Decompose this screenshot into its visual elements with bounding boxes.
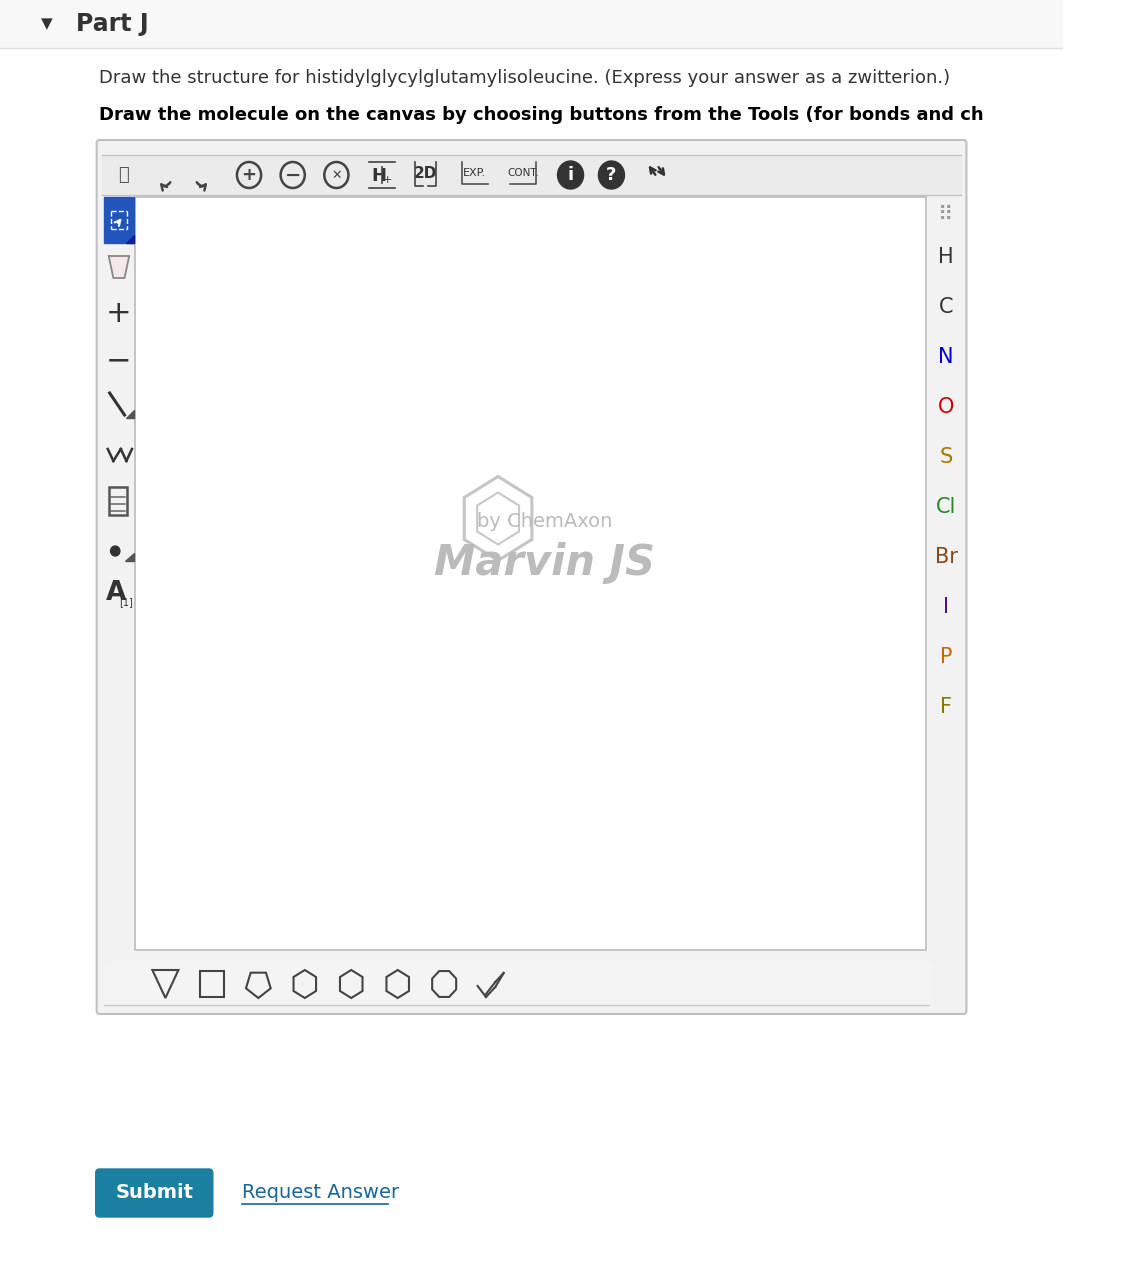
Text: −: − [106, 346, 132, 375]
Bar [135, 197, 927, 950]
Bar [102, 155, 961, 195]
Polygon shape [126, 235, 134, 243]
Text: ?: ? [606, 166, 617, 184]
Text: EXP.: EXP. [463, 167, 486, 178]
Text: P: P [939, 647, 952, 667]
Polygon shape [125, 553, 134, 560]
FancyBboxPatch shape [96, 1169, 213, 1217]
Text: Cl: Cl [936, 497, 956, 517]
Bar [104, 197, 134, 243]
Text: Submit: Submit [116, 1183, 193, 1202]
Text: Marvin JS: Marvin JS [434, 543, 656, 585]
Text: S: S [939, 448, 953, 467]
Text: I: I [943, 597, 950, 618]
Bar [0, 0, 1063, 48]
Text: by ChemAxon: by ChemAxon [477, 512, 612, 531]
Text: −: − [285, 166, 301, 185]
FancyBboxPatch shape [96, 139, 967, 1014]
Text: ✕: ✕ [331, 169, 342, 181]
Circle shape [111, 547, 120, 555]
Text: H: H [372, 167, 387, 185]
Text: ▼: ▼ [40, 16, 53, 32]
Text: Br: Br [935, 547, 958, 567]
Text: +: + [106, 298, 132, 327]
Text: Draw the structure for histidylglycylglutamylisoleucine. (Express your answer as: Draw the structure for histidylglycylglu… [100, 68, 951, 87]
Bar [135, 197, 927, 950]
Text: F: F [940, 697, 952, 716]
Text: H: H [938, 247, 954, 268]
Circle shape [598, 161, 625, 189]
Text: i: i [567, 166, 573, 184]
Bar [200, 971, 224, 997]
Text: Part J: Part J [77, 11, 149, 36]
Text: A: A [106, 579, 126, 606]
Text: N: N [938, 347, 954, 366]
Text: Draw the molecule on the canvas by choosing buttons from the Tools (for bonds an: Draw the molecule on the canvas by choos… [100, 107, 984, 124]
Bar [109, 487, 127, 515]
Text: C: C [939, 297, 953, 317]
Polygon shape [126, 410, 134, 418]
Text: +: + [241, 166, 256, 184]
Text: 2D: 2D [414, 166, 437, 180]
Polygon shape [109, 256, 129, 278]
Text: O: O [938, 397, 954, 417]
Bar [104, 962, 929, 1006]
Text: [1]: [1] [119, 597, 134, 607]
Text: Request Answer: Request Answer [241, 1183, 399, 1202]
Circle shape [557, 161, 583, 189]
Text: CONT.: CONT. [507, 167, 539, 178]
Text: ⠿: ⠿ [938, 205, 954, 224]
Text: 🗋: 🗋 [118, 166, 129, 184]
Text: +: + [383, 175, 392, 185]
